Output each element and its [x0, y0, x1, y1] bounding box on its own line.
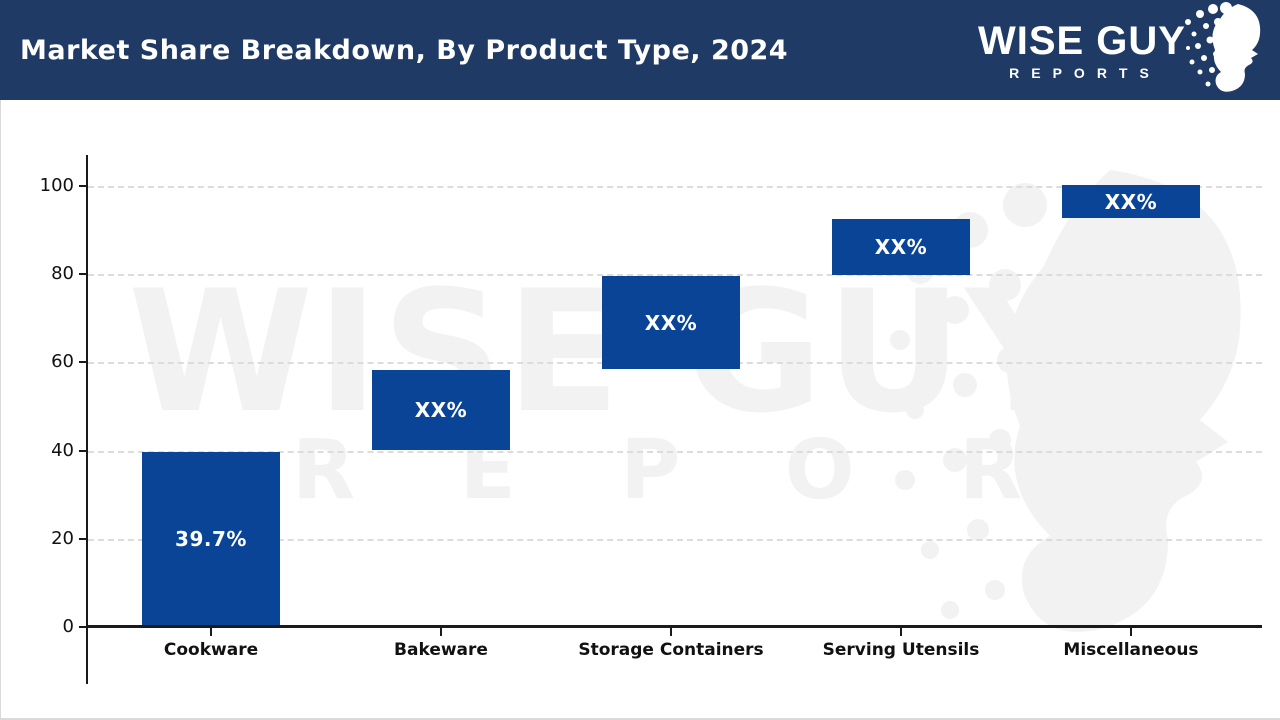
x-tick-mark-5	[1130, 628, 1132, 636]
y-tick-mark-0	[79, 626, 87, 628]
bar-cookware: 39.7%	[142, 451, 280, 627]
y-tick-label-20: 20	[51, 527, 74, 549]
bar-value-label: XX%	[414, 398, 468, 423]
chart-plot-area: 0 20 40 60 80 100 39.7% Cookware XX% Bakeware XX% S…	[0, 100, 1280, 718]
left-border	[0, 100, 1, 718]
bar-value-label: XX%	[1104, 189, 1158, 214]
gridline-80	[88, 274, 1262, 277]
x-category-label-3: Storage Containers	[578, 640, 764, 660]
y-axis-line	[86, 155, 88, 684]
x-category-label-1: Cookware	[163, 640, 259, 660]
y-tick-mark-60	[79, 361, 87, 364]
logo-subtitle: REPORTS	[1009, 64, 1161, 81]
header-bar: Market Share Breakdown, By Product Type,…	[0, 0, 1280, 100]
y-tick-label-80: 80	[51, 263, 74, 285]
bar-value-label: XX%	[644, 310, 698, 335]
page-title: Market Share Breakdown, By Product Type,…	[20, 34, 789, 66]
x-category-label-4: Serving Utensils	[822, 640, 980, 660]
x-tick-mark-1	[210, 628, 212, 636]
y-tick-mark-100	[79, 185, 87, 187]
y-tick-label-0: 0	[62, 616, 74, 637]
gridline-40	[88, 450, 1262, 453]
logo-wordmark: WISE GUY	[977, 18, 1186, 63]
y-tick-label-100: 100	[39, 175, 74, 196]
x-tick-mark-2	[440, 628, 442, 636]
bar-bakeware: XX%	[372, 369, 510, 451]
y-tick-mark-80	[79, 273, 87, 276]
wise-guy-logo: WISE GUY REPORTS	[978, 1, 1266, 99]
bar-serving-utensils: XX%	[832, 218, 970, 276]
bar-storage-containers: XX%	[602, 276, 740, 370]
x-category-label-5: Miscellaneous	[1063, 640, 1199, 660]
bar-value-label: XX%	[874, 234, 928, 259]
logo-text: WISE GUY REPORTS	[978, 21, 1186, 80]
gridline-100	[88, 186, 1262, 188]
x-tick-mark-4	[900, 628, 902, 636]
gridline-20	[88, 538, 1262, 541]
dotted-face-logo-icon	[1180, 1, 1266, 99]
x-category-label-2: Bakeware	[394, 640, 488, 660]
x-tick-mark-3	[670, 628, 672, 636]
y-tick-mark-20	[79, 537, 87, 540]
y-tick-mark-40	[79, 449, 87, 452]
bar-value-label: 39.7%	[175, 527, 247, 552]
x-axis-line	[86, 625, 1262, 628]
y-tick-label-40: 40	[51, 439, 74, 461]
bar-miscellaneous: XX%	[1062, 185, 1200, 219]
y-tick-label-60: 60	[51, 351, 74, 373]
bottom-border	[0, 718, 1280, 720]
